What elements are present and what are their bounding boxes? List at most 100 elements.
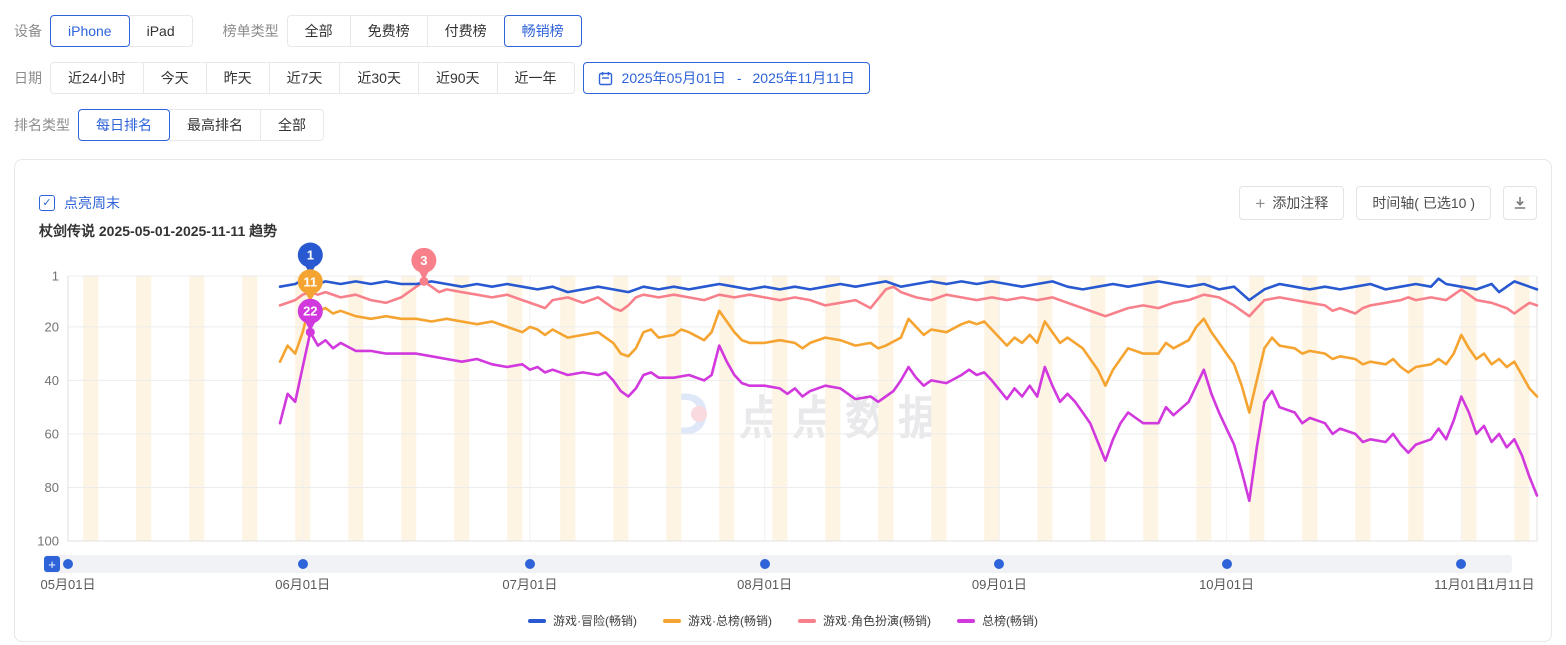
timeline-button-label: 时间轴( 已选10 ) <box>1372 195 1475 211</box>
annotation-pin-22[interactable]: 22 <box>297 298 323 337</box>
highlight-weekend-label: 点亮周末 <box>64 195 120 211</box>
rank-type-filter-label: 排名类型 <box>14 117 70 133</box>
rank-type-option-best[interactable]: 最高排名 <box>169 109 261 141</box>
device-filter-label: 设备 <box>14 23 42 39</box>
legend-item-2[interactable]: 游戏·角色扮演(畅销) <box>798 612 931 629</box>
chart-type-option-grossing[interactable]: 畅销榜 <box>503 15 582 47</box>
chart-actions: + 添加注释 时间轴( 已选10 ) <box>1239 186 1537 220</box>
date-option-30d[interactable]: 近30天 <box>339 62 419 94</box>
download-button[interactable] <box>1503 186 1537 220</box>
legend-swatch <box>528 618 546 623</box>
x-axis-tick-label: 09月01日 <box>971 577 1027 592</box>
download-icon <box>1512 195 1528 211</box>
x-axis-tick-label: 11月01日 <box>1434 577 1489 592</box>
chart-type-segmented-control: 全部 免费榜 付费榜 畅销榜 <box>286 15 582 47</box>
timeline-add-button[interactable]: + <box>44 556 60 572</box>
y-axis-tick-label: 40 <box>45 373 59 388</box>
date-filter-label: 日期 <box>14 70 42 86</box>
chart-type-filter-label: 榜单类型 <box>222 23 279 39</box>
y-axis-tick-label: 60 <box>45 426 59 441</box>
x-axis-labels: 05月01日 06月01日 07月01日 08月01日 09月01日 10月01日 11月0… <box>15 574 1551 592</box>
chart-type-option-all[interactable]: 全部 <box>286 15 351 47</box>
weekend-stripe <box>1090 276 1106 541</box>
timeline-dot[interactable] <box>63 559 73 569</box>
series-line-2[interactable] <box>278 280 1539 318</box>
series-line-0[interactable] <box>278 274 1539 302</box>
weekend-stripe <box>1196 276 1212 541</box>
date-option-yesterday[interactable]: 昨天 <box>205 62 270 94</box>
date-option-today[interactable]: 今天 <box>142 62 207 94</box>
chart-type-option-paid[interactable]: 付费榜 <box>426 15 505 47</box>
weekend-stripe <box>242 276 258 541</box>
weekend-stripe <box>83 276 99 541</box>
y-axis-tick-label: 80 <box>45 480 59 495</box>
date-option-90d[interactable]: 近90天 <box>417 62 498 94</box>
timeline-dot[interactable] <box>297 559 308 569</box>
date-option-7d[interactable]: 近7天 <box>268 62 341 94</box>
rank-type-segmented-control: 每日排名 最高排名 全部 <box>78 109 324 141</box>
filter-bar: 设备 iPhone iPad 榜单类型 全部 免费榜 付费榜 畅销榜 日期 近2… <box>0 0 1566 141</box>
svg-text:3: 3 <box>420 253 427 268</box>
rank-type-row: 排名类型 每日排名 最高排名 全部 <box>14 109 1566 141</box>
device-row: 设备 iPhone iPad 榜单类型 全部 免费榜 付费榜 畅销榜 <box>14 15 1566 47</box>
watermark: D 点点数据 <box>667 382 951 448</box>
annotation-pin-1[interactable]: 1 <box>297 242 323 276</box>
date-range-end: 2025年11月11日 <box>752 70 855 86</box>
svg-text:22: 22 <box>303 304 317 319</box>
timeline-dot[interactable] <box>994 559 1005 569</box>
legend-swatch <box>663 618 681 623</box>
legend-label: 总榜(畅销) <box>982 614 1038 628</box>
trend-chart-card: ✓ 点亮周末 + 添加注释 时间轴( 已选10 ) 杖剑传说 2025-05-0… <box>14 159 1552 642</box>
date-range-start: 2025年05月01日 <box>621 70 726 86</box>
weekend-stripe <box>1461 276 1477 541</box>
timeline-scrubber[interactable]: + <box>44 555 1512 573</box>
calendar-icon <box>598 71 613 86</box>
timeline-dot[interactable] <box>759 559 770 569</box>
legend-label: 游戏·总榜(畅销) <box>688 614 772 628</box>
add-annotation-button[interactable]: + 添加注释 <box>1239 186 1345 220</box>
annotation-pin-11[interactable]: 11 <box>297 269 323 302</box>
weekend-stripe <box>984 276 1000 541</box>
weekend-stripe <box>1037 276 1053 541</box>
x-axis-tick-label: 11月11日 <box>1481 577 1535 592</box>
legend-item-1[interactable]: 游戏·总榜(畅销) <box>663 612 772 629</box>
weekend-stripe <box>1143 276 1159 541</box>
chart-type-option-free[interactable]: 免费榜 <box>349 15 428 47</box>
device-segmented-control: iPhone iPad <box>50 15 193 47</box>
highlight-weekend-toggle[interactable]: ✓ 点亮周末 <box>39 193 120 213</box>
add-annotation-label: 添加注释 <box>1272 195 1329 211</box>
weekend-stripe <box>1355 276 1371 541</box>
rank-type-option-daily[interactable]: 每日排名 <box>78 109 170 141</box>
checkbox-checked-icon[interactable]: ✓ <box>39 195 55 211</box>
device-option-iphone[interactable]: iPhone <box>50 15 130 47</box>
weekend-stripe <box>560 276 576 541</box>
legend-item-3[interactable]: 总榜(畅销) <box>957 612 1038 629</box>
y-axis-tick-label: 1 <box>52 269 59 284</box>
chart-card-header: ✓ 点亮周末 + 添加注释 时间轴( 已选10 ) <box>39 186 1537 220</box>
legend-item-0[interactable]: 游戏·冒险(畅销) <box>528 612 637 629</box>
date-range-separator: - <box>736 70 742 86</box>
weekend-stripe <box>295 276 311 541</box>
legend-swatch <box>798 618 816 623</box>
legend-swatch <box>957 618 975 623</box>
weekend-stripe <box>507 276 523 541</box>
device-option-ipad[interactable]: iPad <box>128 15 193 47</box>
timeline-dot[interactable] <box>1456 559 1467 569</box>
date-range-picker[interactable]: 2025年05月01日 - 2025年11月11日 <box>582 62 870 94</box>
timeline-button[interactable]: 时间轴( 已选10 ) <box>1356 186 1491 220</box>
timeline-dot[interactable] <box>1221 559 1232 569</box>
x-axis-tick-label: 07月01日 <box>502 577 558 592</box>
date-option-24h[interactable]: 近24小时 <box>50 62 144 94</box>
legend-label: 游戏·冒险(畅销) <box>553 614 637 628</box>
date-row: 日期 近24小时 今天 昨天 近7天 近30天 近90天 近一年 2025年05… <box>14 62 1566 94</box>
weekend-stripe <box>1514 276 1530 541</box>
weekend-stripe <box>136 276 152 541</box>
plus-icon: + <box>1255 193 1266 213</box>
timeline-dot[interactable] <box>524 559 535 569</box>
annotation-pin-3[interactable]: 3 <box>411 247 437 286</box>
rank-type-option-all[interactable]: 全部 <box>260 109 324 141</box>
date-option-1y[interactable]: 近一年 <box>496 62 575 94</box>
watermark-text: 点点数据 <box>739 392 951 444</box>
x-axis-tick-label: 06月01日 <box>275 577 331 592</box>
x-axis-tick-label: 05月01日 <box>40 577 96 592</box>
